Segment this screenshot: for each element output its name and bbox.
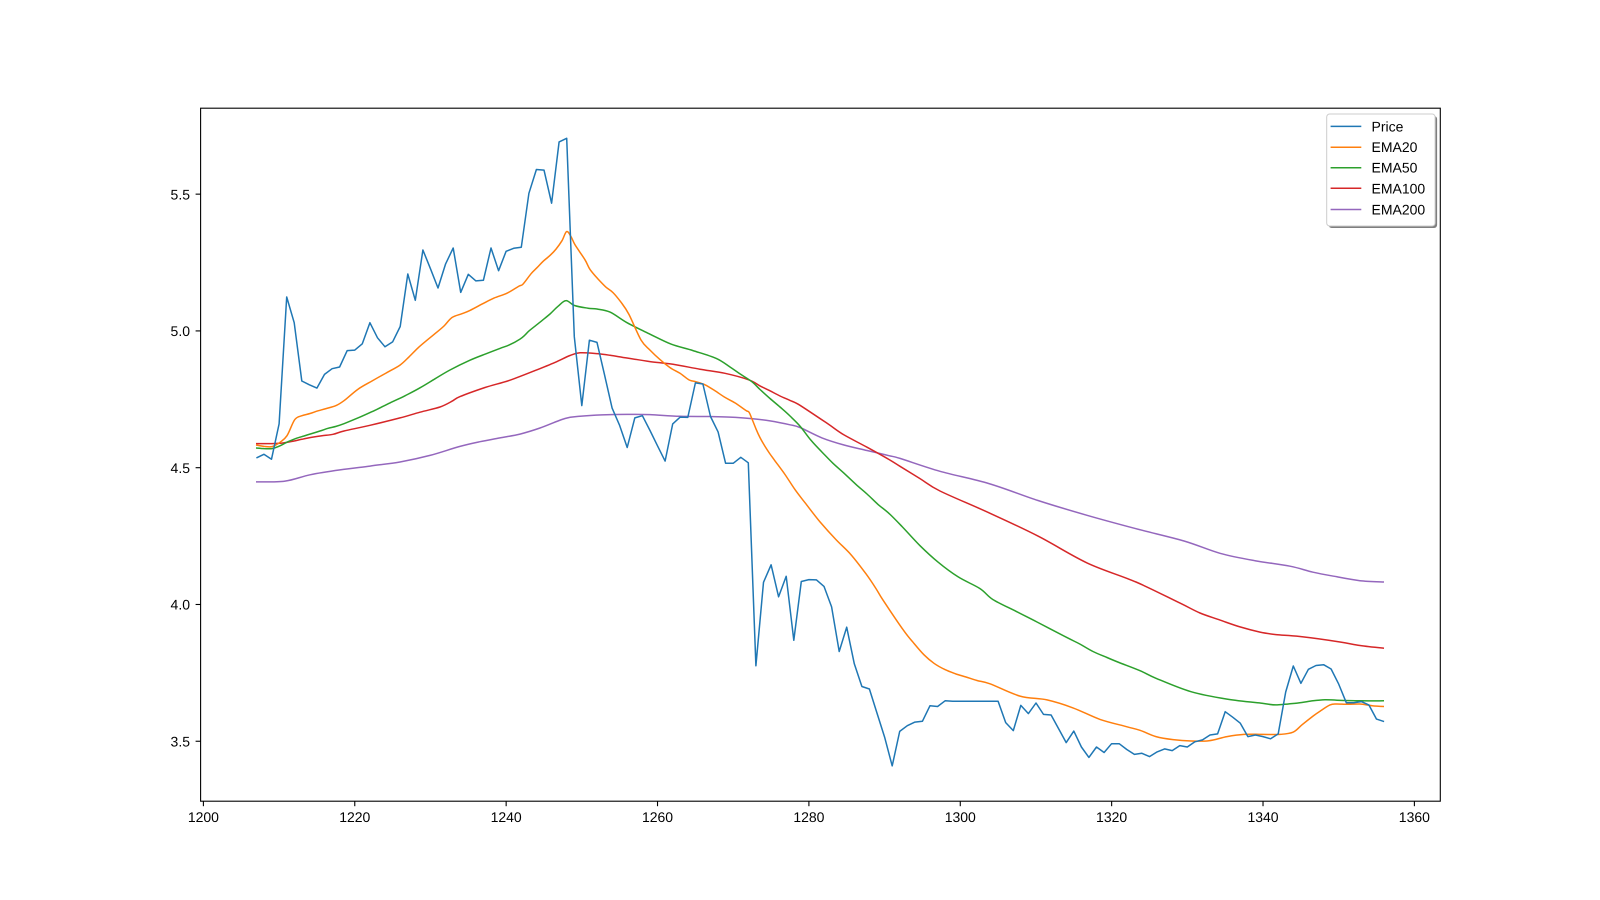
- svg-text:3.5: 3.5: [171, 733, 191, 749]
- svg-text:1220: 1220: [339, 809, 370, 825]
- svg-text:EMA50: EMA50: [1372, 160, 1418, 176]
- svg-text:4.0: 4.0: [171, 597, 191, 613]
- svg-text:1340: 1340: [1247, 809, 1278, 825]
- svg-text:1280: 1280: [793, 809, 824, 825]
- svg-text:1360: 1360: [1399, 809, 1430, 825]
- svg-text:EMA20: EMA20: [1372, 139, 1418, 155]
- svg-text:1300: 1300: [945, 809, 976, 825]
- svg-text:1240: 1240: [491, 809, 522, 825]
- svg-text:1320: 1320: [1096, 809, 1127, 825]
- svg-text:5.5: 5.5: [171, 186, 191, 202]
- svg-text:1260: 1260: [642, 809, 673, 825]
- svg-text:EMA100: EMA100: [1372, 180, 1426, 196]
- svg-text:EMA200: EMA200: [1372, 202, 1426, 218]
- svg-text:5.0: 5.0: [171, 323, 191, 339]
- svg-text:1200: 1200: [188, 809, 219, 825]
- svg-text:Price: Price: [1372, 118, 1404, 134]
- svg-text:4.5: 4.5: [171, 460, 191, 476]
